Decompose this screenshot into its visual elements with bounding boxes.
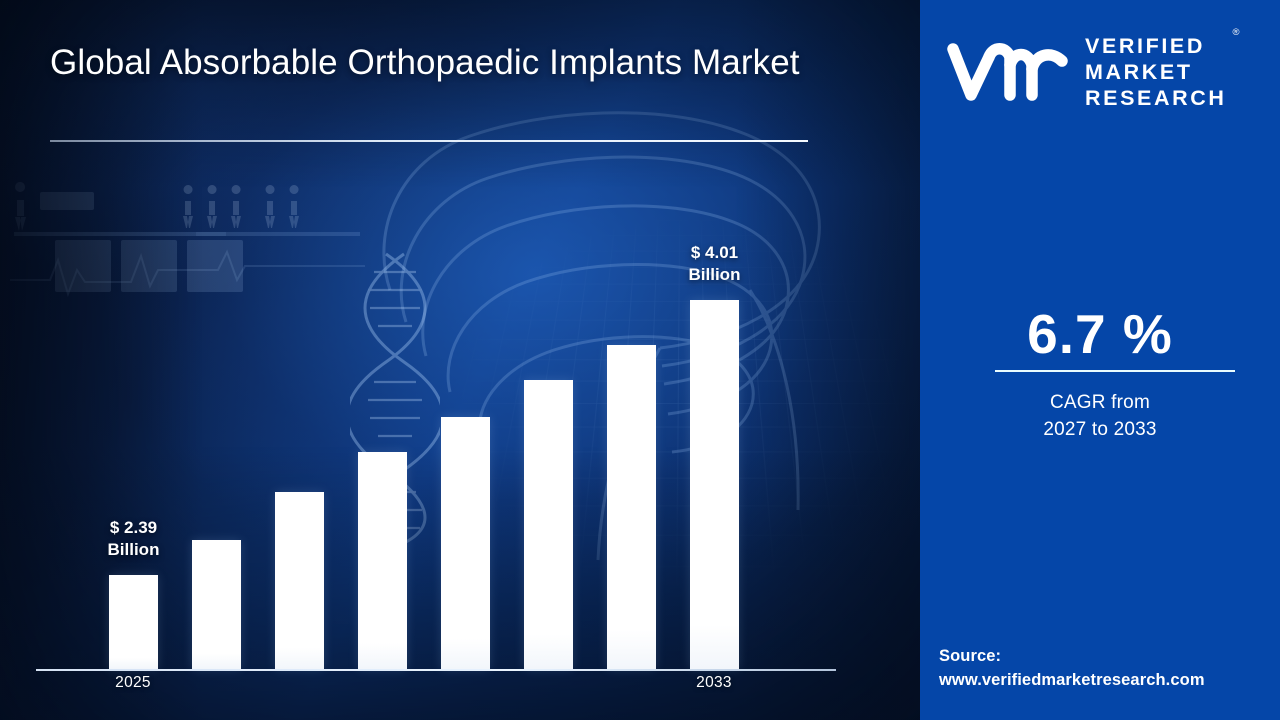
bar-value-label-2025: $ 2.39 Billion xyxy=(64,517,204,561)
bar-2033 xyxy=(690,300,739,669)
vmr-logo-icon xyxy=(947,43,1068,101)
title-divider xyxy=(50,140,808,142)
x-axis-tick-2025: 2025 xyxy=(115,674,151,691)
bar-2027 xyxy=(275,492,324,669)
brand-logo[interactable]: VERIFIED MARKET RESEARCH ® xyxy=(946,26,1264,118)
brand-line-3: RESEARCH xyxy=(1085,86,1227,111)
source-label: Source: xyxy=(939,647,1002,665)
cagr-caption: CAGR from 2027 to 2033 xyxy=(920,390,1280,444)
bar-2025 xyxy=(109,575,158,669)
brand-wordmark: VERIFIED MARKET RESEARCH ® xyxy=(1085,27,1239,112)
brand-line-1: VERIFIED xyxy=(1085,33,1205,58)
source-url[interactable]: www.verifiedmarketresearch.com xyxy=(939,670,1205,689)
bar-value-label-2033: $ 4.01 Billion xyxy=(645,242,785,286)
registered-trademark-icon: ® xyxy=(1232,26,1240,38)
chart-panel: Global Absorbable Orthopaedic Implants M… xyxy=(0,0,920,720)
cagr-caption-line-1: CAGR from xyxy=(1050,392,1150,413)
bar-value-amount: $ 4.01 xyxy=(690,243,739,262)
cagr-value: 6.7 % xyxy=(1027,303,1173,365)
brand-panel: VERIFIED MARKET RESEARCH ® 6.7 % xyxy=(920,0,1280,720)
bar-2028 xyxy=(358,452,407,669)
bar-2029 xyxy=(441,417,490,669)
bar-value-unit: Billion xyxy=(107,539,160,559)
bar-value-unit: Billion xyxy=(688,264,741,284)
bar-2026 xyxy=(192,540,241,669)
bar-2030 xyxy=(524,380,573,669)
cagr-divider xyxy=(995,370,1235,372)
cagr-caption-line-2: 2027 to 2033 xyxy=(1043,418,1157,440)
bar-2031 xyxy=(607,345,656,669)
source-block: Source: www.verifiedmarketresearch.com xyxy=(939,645,1269,693)
x-axis-line xyxy=(36,669,836,671)
bar-chart: 2025 2033 $ 2.39 Billion $ 4.01 Billion xyxy=(36,242,836,691)
page-title: Global Absorbable Orthopaedic Implants M… xyxy=(50,43,800,82)
bar-value-amount: $ 2.39 xyxy=(109,518,158,537)
x-axis-tick-2033: 2033 xyxy=(696,674,732,691)
brand-line-2: MARKET xyxy=(1085,59,1193,84)
